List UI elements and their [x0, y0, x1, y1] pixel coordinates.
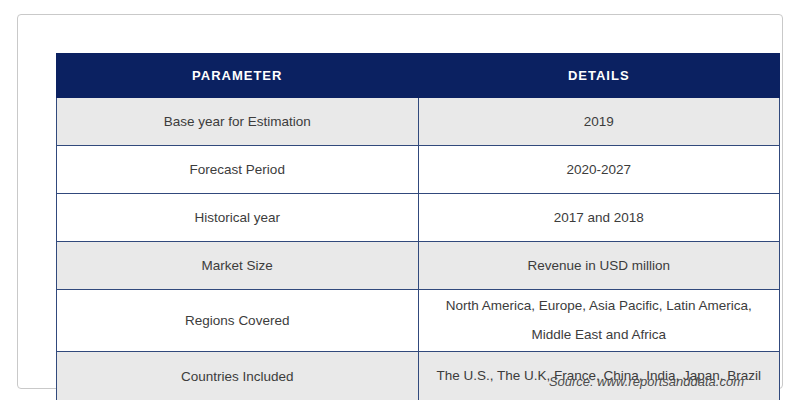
- table-row: Forecast Period 2020-2027: [57, 146, 780, 194]
- report-scope-table: PARAMETER DETAILS Base year for Estimati…: [56, 53, 780, 400]
- details-cell: North America, Europe, Asia Pacific, Lat…: [418, 290, 780, 352]
- parameter-cell: Market Size: [57, 242, 419, 290]
- details-column-header: DETAILS: [418, 54, 780, 98]
- parameter-cell: Forecast Period: [57, 146, 419, 194]
- parameter-cell: Base year for Estimation: [57, 98, 419, 146]
- source-attribution: Source: www.reportsanddata.com: [549, 374, 744, 389]
- table-row: Regions Covered North America, Europe, A…: [57, 290, 780, 352]
- table-row: Market Size Revenue in USD million: [57, 242, 780, 290]
- table-row: Historical year 2017 and 2018: [57, 194, 780, 242]
- details-cell: 2017 and 2018: [418, 194, 780, 242]
- table-header-row: PARAMETER DETAILS: [57, 54, 780, 98]
- details-cell: 2020-2027: [418, 146, 780, 194]
- parameter-cell: Regions Covered: [57, 290, 419, 352]
- report-scope-card: PARAMETER DETAILS Base year for Estimati…: [17, 14, 783, 389]
- parameter-cell: Countries Included: [57, 352, 419, 400]
- table-row: Base year for Estimation 2019: [57, 98, 780, 146]
- parameter-column-header: PARAMETER: [57, 54, 419, 98]
- details-cell: 2019: [418, 98, 780, 146]
- details-cell: Revenue in USD million: [418, 242, 780, 290]
- parameter-cell: Historical year: [57, 194, 419, 242]
